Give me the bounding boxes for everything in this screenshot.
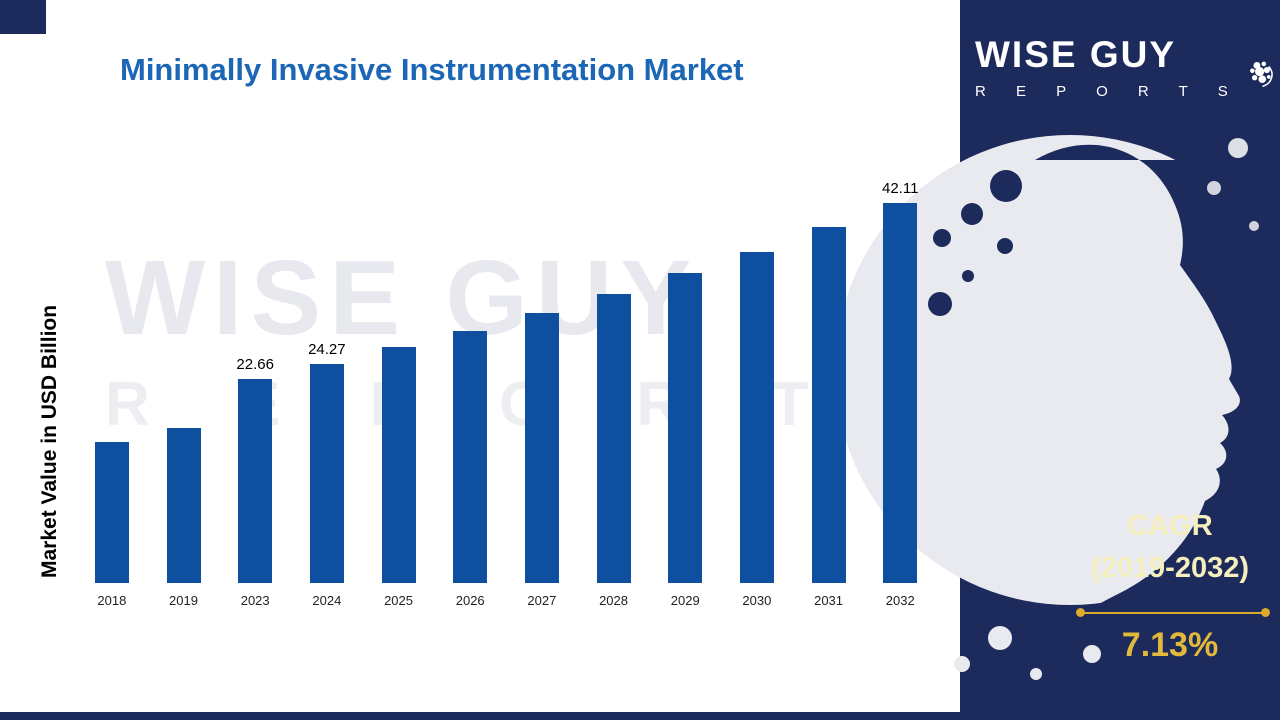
- x-tick-label: 2032: [885, 593, 915, 608]
- decor-dot: [954, 656, 970, 672]
- watermark-line1: WISE GUY: [105, 239, 700, 357]
- x-tick-label: 2030: [742, 593, 772, 608]
- decor-dot: [1249, 221, 1259, 231]
- bar-group: 2029: [649, 250, 721, 609]
- bar: [453, 331, 488, 583]
- bar: [739, 252, 774, 583]
- bar-group: 2025: [363, 324, 435, 609]
- head-silhouette-icon: [1035, 144, 1280, 622]
- bar-group: 2028: [578, 271, 650, 609]
- bar: [883, 203, 918, 583]
- x-tick-label: 2024: [312, 593, 342, 608]
- decor-dot: [962, 270, 974, 282]
- decor-dot: [990, 170, 1022, 202]
- bar-group: 24.27 2024: [291, 341, 363, 609]
- bar-group: 2018: [76, 419, 148, 609]
- bar-group: 22.66 2023: [219, 356, 291, 609]
- bar-group: 2019: [148, 405, 220, 609]
- decor-dot: [933, 229, 951, 247]
- x-tick-label: 2023: [240, 593, 270, 608]
- bar: [238, 379, 273, 583]
- bar-group: 42.11 2032: [864, 180, 936, 609]
- bar-value-label: 24.27: [308, 341, 346, 358]
- x-tick-label: 2027: [527, 593, 557, 608]
- y-axis-label: Market Value in USD Billion: [38, 304, 61, 578]
- profile-circle: [835, 135, 1280, 605]
- x-tick-label: 2028: [599, 593, 628, 608]
- decor-dot: [1207, 181, 1221, 195]
- brand-logo: WISE GUY R E P O R T S: [975, 34, 1275, 114]
- bar-group: 2031: [793, 204, 865, 609]
- decor-dot: [988, 626, 1012, 650]
- cagr-block: CAGR (2019-2032): [1070, 505, 1270, 589]
- decor-dot: [928, 292, 952, 316]
- bar-group: 2026: [434, 308, 506, 609]
- bar-group: 2030: [721, 229, 793, 609]
- decor-dot: [1228, 138, 1248, 158]
- cagr-label: CAGR: [1127, 510, 1213, 542]
- bar: [309, 364, 344, 583]
- decor-dot: [1083, 645, 1101, 663]
- bar-value-label: 22.66: [236, 356, 274, 373]
- bar: [668, 273, 703, 583]
- bar: [811, 227, 846, 583]
- divider-dot: [1261, 608, 1270, 617]
- divider-rule: [1080, 612, 1266, 614]
- brand-head-icon: [1249, 61, 1273, 87]
- decor-dot: [961, 203, 983, 225]
- corner-block: [0, 0, 46, 34]
- decor-dot: [997, 238, 1013, 254]
- x-tick-label: 2029: [670, 593, 700, 608]
- x-tick-label: 2019: [169, 593, 198, 608]
- cagr-range: (2019-2032): [1091, 552, 1249, 585]
- x-tick-label: 2018: [97, 593, 127, 608]
- bar-chart: 2018 2019 22.66 2023 24.27 2024 2025 2026 2027 20…: [76, 180, 936, 609]
- bar-group: 2027: [506, 290, 578, 609]
- cagr-value: 7.13%: [1121, 626, 1219, 664]
- decor-dot: [1030, 668, 1042, 680]
- x-tick-label: 2031: [814, 593, 844, 608]
- brand-subtitle: R E P O R T S: [975, 83, 1241, 100]
- bar: [381, 347, 416, 583]
- x-tick-label: 2025: [384, 593, 413, 608]
- bar: [596, 294, 631, 583]
- page-title: Minimally Invasive Instrumentation Marke…: [120, 51, 744, 87]
- bar: [524, 313, 559, 583]
- bar: [166, 428, 201, 583]
- bottom-strip: [0, 712, 1280, 720]
- bar: [94, 442, 129, 583]
- x-tick-label: 2026: [455, 593, 485, 608]
- brand-name: WISE GUY: [975, 34, 1177, 75]
- bar-value-label: 42.11: [882, 180, 919, 197]
- cagr-divider: [1076, 608, 1270, 618]
